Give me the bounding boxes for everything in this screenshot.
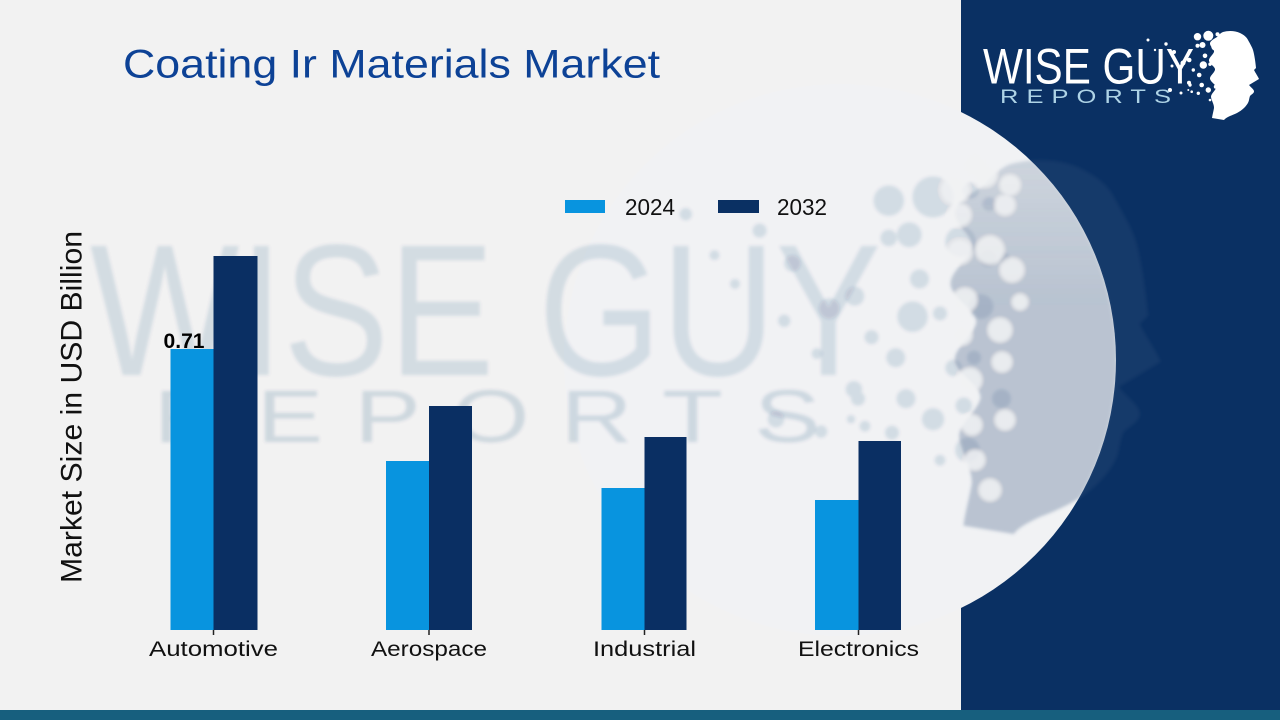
svg-text:0.71: 0.71	[164, 330, 205, 353]
svg-text:Market Size in USD Billion: Market Size in USD Billion	[56, 231, 89, 583]
svg-text:2024: 2024	[625, 194, 675, 220]
svg-text:Aerospace: Aerospace	[371, 638, 487, 661]
svg-text:Industrial: Industrial	[593, 638, 696, 661]
svg-text:2032: 2032	[777, 194, 827, 220]
svg-text:Electronics: Electronics	[798, 638, 919, 661]
svg-text:Coating Ir Materials Market: Coating Ir Materials Market	[123, 43, 660, 87]
svg-text:Automotive: Automotive	[149, 638, 278, 661]
